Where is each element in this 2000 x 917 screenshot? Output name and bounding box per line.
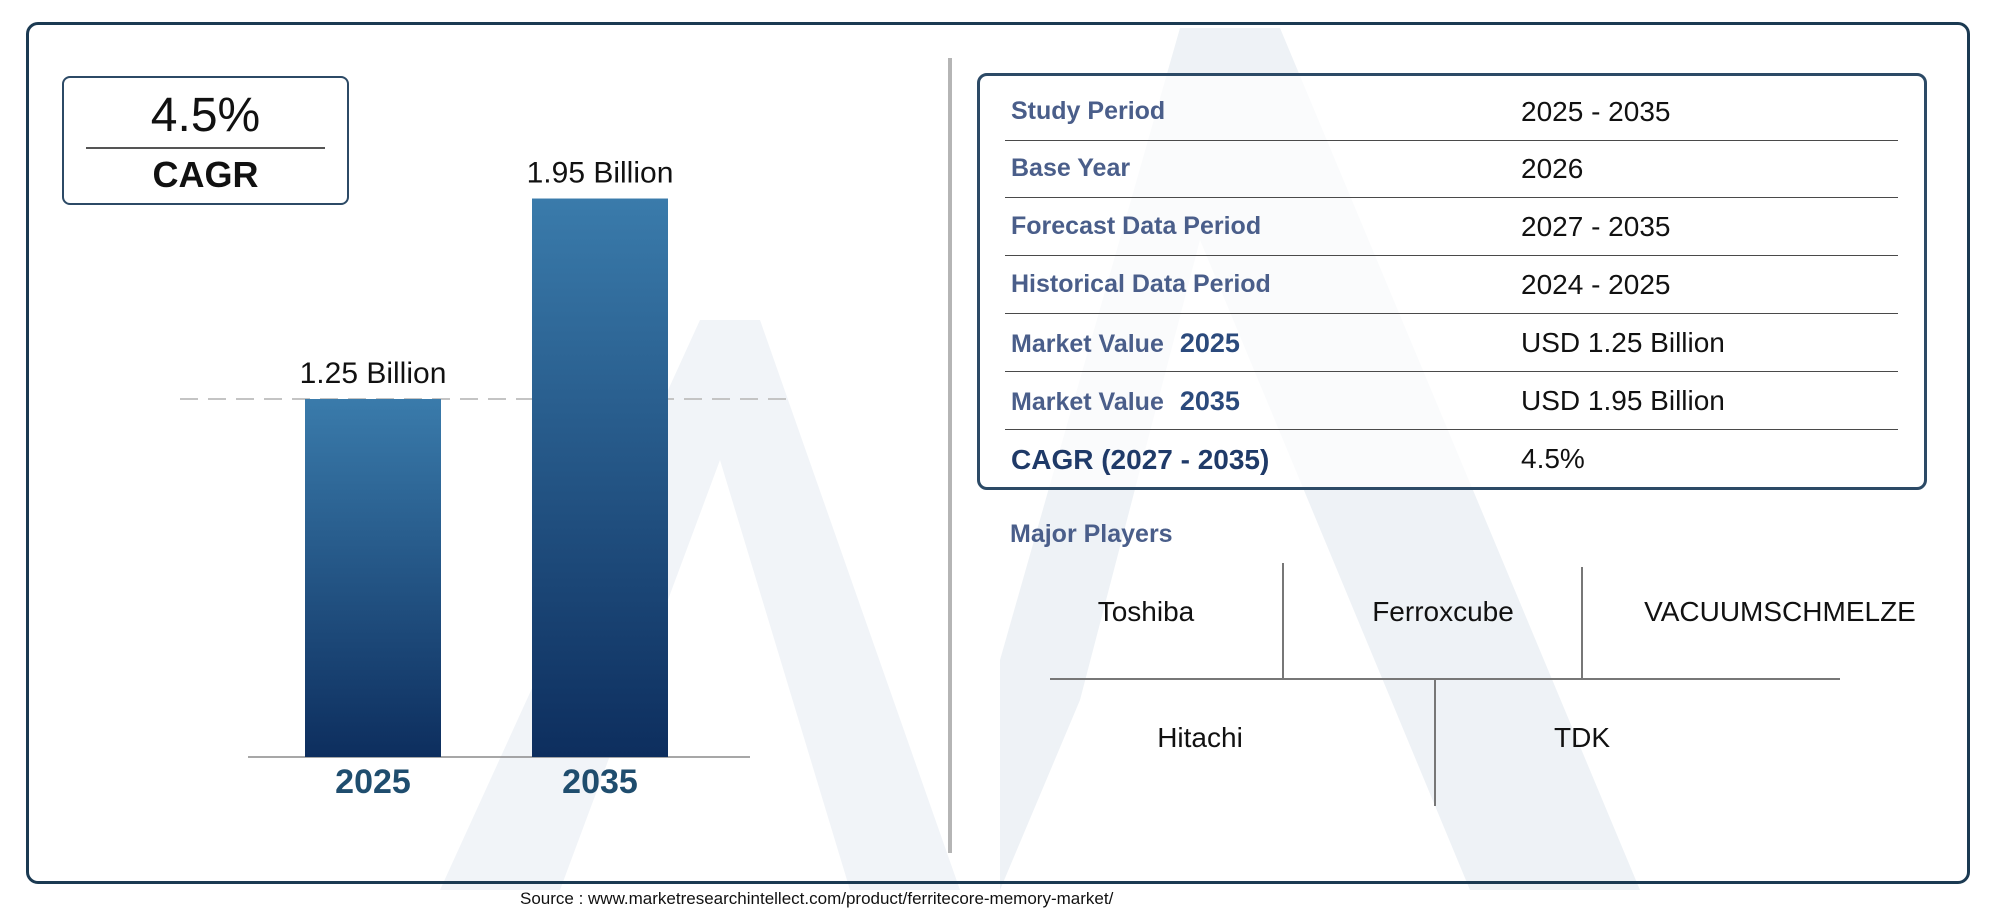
summary-row-value: USD 1.95 Billion xyxy=(1521,385,1725,416)
bar-2035 xyxy=(532,198,668,757)
cagr-label: CAGR xyxy=(152,154,259,195)
summary-row-label-text: Market Value xyxy=(1011,330,1164,358)
x-tick-label: 2035 xyxy=(562,763,638,801)
summary-row-value: 2027 - 2035 xyxy=(1521,211,1671,242)
summary-row-value: 2026 xyxy=(1521,153,1584,184)
summary-row-label-text: CAGR (2027 - 2035) xyxy=(1011,444,1270,475)
source-citation: Source : www.marketresearchintellect.com… xyxy=(520,889,1114,908)
summary-row-value: 4.5% xyxy=(1521,443,1585,474)
section-divider xyxy=(948,58,952,853)
summary-row-label: Historical Data Period xyxy=(1011,270,1271,299)
bar-2025 xyxy=(305,399,441,757)
summary-row-year: 2035 xyxy=(1179,386,1240,416)
summary-row-label-text: Market Value xyxy=(1011,388,1164,416)
summary-row: Forecast Data Period 2027 - 2035 xyxy=(1005,198,1898,256)
summary-row-label: Market Value 2035 xyxy=(1011,386,1240,417)
cagr-value: 4.5% xyxy=(150,89,261,142)
outer-frame xyxy=(26,22,1970,884)
player-name: Hitachi xyxy=(1157,722,1243,753)
summary-row-label: Base Year xyxy=(1011,154,1130,183)
x-tick-label: 2025 xyxy=(335,763,411,801)
summary-row: CAGR (2027 - 2035) 4.5% xyxy=(1005,430,1898,487)
player-name: VACUUMSCHMELZE xyxy=(1644,596,1916,627)
player-name: TDK xyxy=(1554,722,1610,753)
summary-row-value: 2025 - 2035 xyxy=(1521,96,1671,127)
players-grid-line xyxy=(1581,567,1583,678)
bar-value-label: 1.25 Billion xyxy=(300,357,447,390)
summary-row-label: Study Period xyxy=(1011,97,1165,126)
summary-row-label: Forecast Data Period xyxy=(1011,212,1261,241)
summary-row: Historical Data Period 2024 - 2025 xyxy=(1005,256,1898,314)
player-name: Ferroxcube xyxy=(1372,596,1514,627)
summary-row: Market Value 2035 USD 1.95 Billion xyxy=(1005,372,1898,430)
cagr-divider xyxy=(86,147,325,149)
summary-row: Base Year 2026 xyxy=(1005,140,1898,198)
cagr-card: 4.5% CAGR xyxy=(62,76,349,205)
bar-value-label: 1.95 Billion xyxy=(527,157,674,190)
summary-row-label-text: Base Year xyxy=(1011,154,1131,182)
summary-row-value: USD 1.25 Billion xyxy=(1521,327,1725,358)
player-name: Toshiba xyxy=(1097,596,1195,627)
players-grid-line xyxy=(1050,678,1840,680)
summary-row-label-text: Historical Data Period xyxy=(1011,270,1271,298)
players-grid-line xyxy=(1434,678,1436,806)
summary-row-year: 2025 xyxy=(1179,328,1240,358)
summary-row: Study Period 2025 - 2035 xyxy=(1005,83,1898,141)
summary-row-label-text: Study Period xyxy=(1011,97,1166,125)
players-grid-line xyxy=(1282,563,1284,678)
summary-table-box xyxy=(977,73,1927,490)
summary-row-label: CAGR (2027 - 2035) xyxy=(1011,444,1269,476)
market-bar-chart: 1.25 Billion 2025 1.95 Billion 2035 xyxy=(180,157,790,801)
summary-row-value: 2024 - 2025 xyxy=(1521,269,1671,300)
summary-row: Market Value 2025 USD 1.25 Billion xyxy=(1005,314,1898,372)
summary-row-label: Market Value 2025 xyxy=(1011,328,1240,359)
summary-row-label-text: Forecast Data Period xyxy=(1011,212,1262,240)
major-players-title: Major Players xyxy=(1010,520,1173,548)
